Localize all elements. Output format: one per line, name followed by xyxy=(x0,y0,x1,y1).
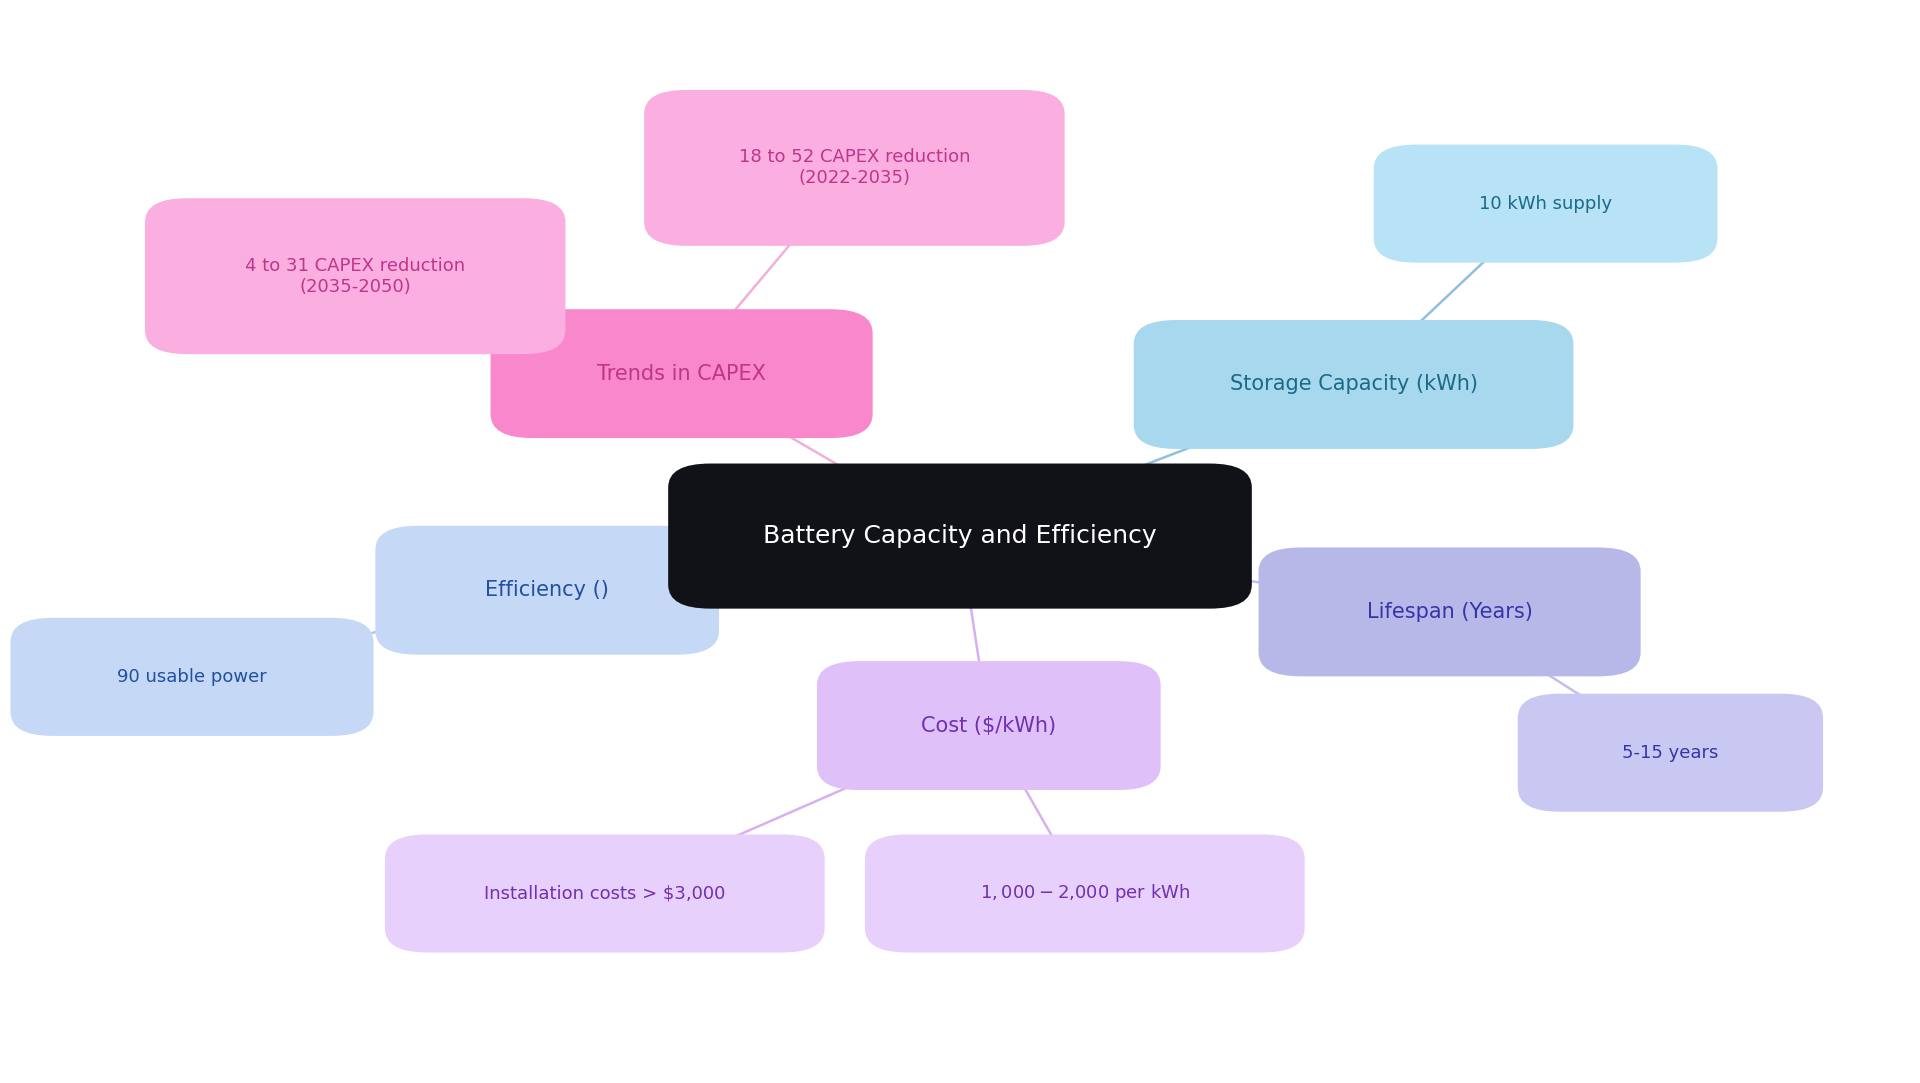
Text: Lifespan (Years): Lifespan (Years) xyxy=(1367,602,1532,622)
FancyBboxPatch shape xyxy=(146,198,564,354)
Text: Battery Capacity and Efficiency: Battery Capacity and Efficiency xyxy=(762,524,1158,548)
Text: 4 to 31 CAPEX reduction
(2035-2050): 4 to 31 CAPEX reduction (2035-2050) xyxy=(246,257,465,296)
Text: Cost ($/kWh): Cost ($/kWh) xyxy=(922,716,1056,735)
FancyBboxPatch shape xyxy=(864,834,1304,953)
Text: 18 to 52 CAPEX reduction
(2022-2035): 18 to 52 CAPEX reduction (2022-2035) xyxy=(739,148,970,187)
FancyBboxPatch shape xyxy=(12,617,372,736)
Text: 10 kWh supply: 10 kWh supply xyxy=(1478,195,1613,212)
Text: Storage Capacity (kWh): Storage Capacity (kWh) xyxy=(1229,375,1478,394)
FancyBboxPatch shape xyxy=(1517,694,1824,812)
FancyBboxPatch shape xyxy=(384,834,826,953)
Text: Efficiency (): Efficiency () xyxy=(486,580,609,600)
FancyBboxPatch shape xyxy=(1133,321,1572,448)
FancyBboxPatch shape xyxy=(1260,548,1640,676)
Text: Trends in CAPEX: Trends in CAPEX xyxy=(597,364,766,383)
Text: 90 usable power: 90 usable power xyxy=(117,668,267,686)
FancyBboxPatch shape xyxy=(1375,144,1716,262)
FancyBboxPatch shape xyxy=(818,661,1160,791)
FancyBboxPatch shape xyxy=(645,90,1064,246)
Text: $1,000 - $2,000 per kWh: $1,000 - $2,000 per kWh xyxy=(979,883,1190,904)
Text: 5-15 years: 5-15 years xyxy=(1622,744,1718,761)
FancyBboxPatch shape xyxy=(490,310,872,438)
Text: Installation costs > $3,000: Installation costs > $3,000 xyxy=(484,885,726,902)
FancyBboxPatch shape xyxy=(374,526,718,654)
FancyBboxPatch shape xyxy=(668,464,1252,609)
